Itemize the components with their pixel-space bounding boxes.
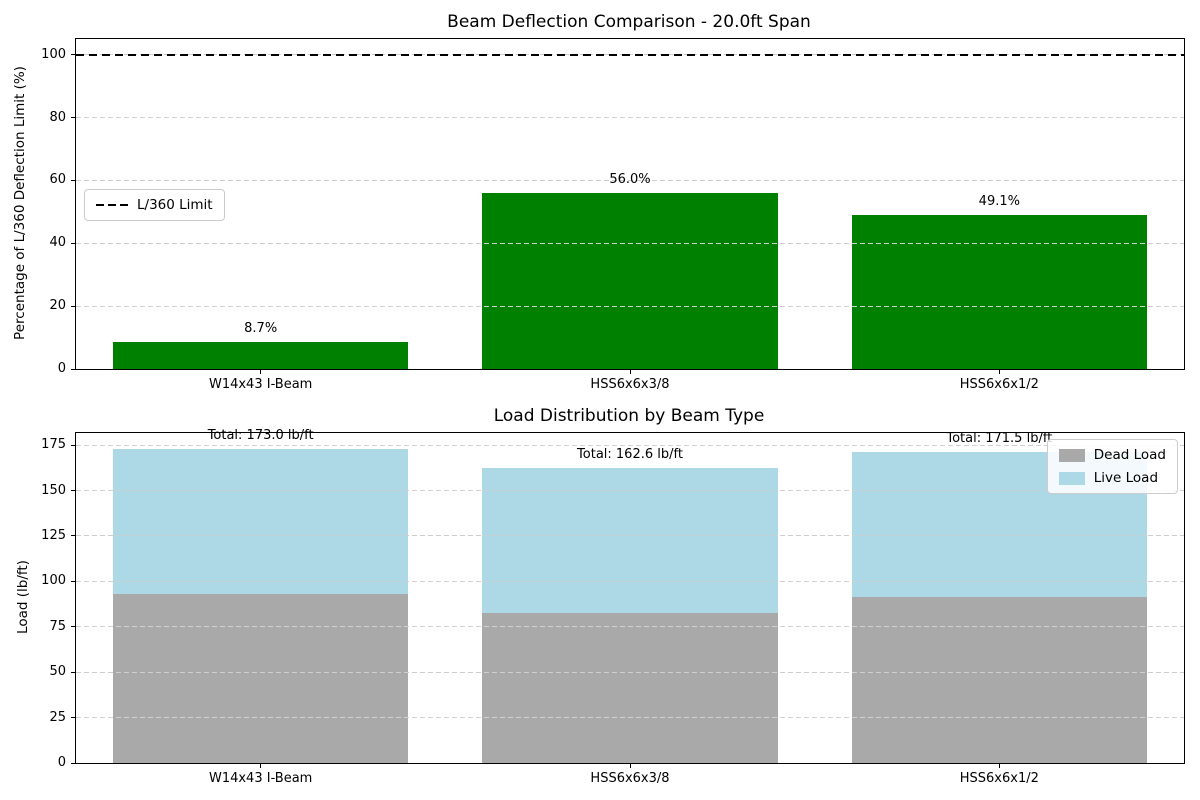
chart2-legend: Dead Load Live Load — [1046, 439, 1178, 494]
y-gridline — [76, 671, 1184, 673]
x-tick-mark — [998, 369, 1000, 374]
y-gridline — [76, 490, 1184, 492]
y-tick-mark — [71, 368, 76, 370]
bar-value-label: Total: 171.5 lb/ft — [946, 430, 1053, 446]
legend-entry-l360-limit: L/360 Limit — [96, 197, 213, 213]
deflection-bar — [112, 341, 409, 369]
y-gridline — [76, 580, 1184, 582]
bar-value-label: 56.0% — [609, 172, 651, 187]
y-tick-mark — [71, 444, 76, 446]
x-tick-label: HSS6x6x3/8 — [590, 771, 670, 786]
y-tick-mark — [71, 179, 76, 181]
y-gridline — [76, 626, 1184, 628]
y-gridline — [76, 444, 1184, 446]
bar-value-label: 49.1% — [978, 193, 1020, 209]
dead-load-legend-swatch-icon — [1058, 448, 1085, 462]
y-tick-label: 100 — [41, 46, 66, 62]
y-tick-mark — [71, 242, 76, 244]
x-tick-mark — [260, 369, 262, 374]
y-tick-label: 20 — [49, 298, 66, 314]
live-load-legend-swatch-icon — [1058, 471, 1085, 485]
y-tick-mark — [71, 305, 76, 307]
y-tick-label: 0 — [57, 361, 66, 376]
chart1-plot-area: L/360 Limit 0 20 40 60 80 100 W14x43 I-Beam 8.7… — [41, 38, 1185, 392]
x-tick-label: HSS6x6x1/2 — [959, 771, 1039, 786]
chart2-title: Load Distribution by Beam Type — [493, 406, 765, 426]
y-tick-mark — [71, 671, 76, 673]
y-tick-label: 80 — [49, 109, 66, 125]
x-tick-label: W14x43 I-Beam — [208, 377, 313, 392]
y-tick-mark — [71, 580, 76, 582]
dashed-line-legend-marker-icon — [96, 204, 128, 206]
stacked-bar-segment-live-load — [112, 448, 409, 595]
y-tick-mark — [71, 717, 76, 719]
y-tick-label: 175 — [41, 437, 66, 453]
y-tick-mark — [71, 535, 76, 537]
legend-label-l360-limit: L/360 Limit — [137, 197, 213, 213]
x-tick-mark — [629, 369, 631, 374]
y-tick-label: 50 — [49, 664, 66, 680]
x-tick-label: HSS6x6x3/8 — [590, 377, 670, 392]
x-tick-label: HSS6x6x1/2 — [959, 377, 1039, 392]
deflection-bar — [851, 214, 1148, 369]
x-tick-mark — [260, 763, 262, 768]
stacked-bar-segment-dead-load — [482, 612, 778, 763]
y-tick-mark — [71, 54, 76, 56]
stacked-bar-segment-dead-load — [112, 594, 409, 763]
y-gridline — [76, 717, 1184, 719]
y-tick-mark — [71, 762, 76, 764]
y-tick-label: 125 — [41, 527, 66, 543]
y-tick-label: 100 — [41, 573, 66, 589]
l360-limit-reference-line — [76, 53, 1184, 56]
y-tick-mark — [71, 490, 76, 492]
chart1-y-axis-label: Percentage of L/360 Deflection Limit (%) — [12, 66, 28, 340]
chart1-title: Beam Deflection Comparison - 20.0ft Span — [447, 12, 811, 32]
y-gridline — [76, 242, 1184, 244]
legend-label-dead-load: Dead Load — [1093, 447, 1166, 463]
y-tick-label: 0 — [57, 755, 66, 770]
y-tick-label: 25 — [49, 709, 66, 725]
x-tick-label: W14x43 I-Beam — [208, 771, 313, 786]
chart1-legend: L/360 Limit — [84, 189, 225, 221]
bar-value-label: Total: 173.0 lb/ft — [207, 427, 314, 443]
y-tick-label: 60 — [49, 172, 66, 188]
stacked-bar-segment-live-load — [482, 467, 778, 613]
bar-value-label: 8.7% — [244, 320, 278, 336]
y-gridline — [76, 179, 1184, 181]
y-tick-mark — [71, 626, 76, 628]
legend-entry-live-load: Live Load — [1058, 470, 1166, 486]
y-tick-label: 40 — [49, 235, 66, 251]
stacked-bar-segment-dead-load — [851, 596, 1148, 763]
y-tick-label: 75 — [49, 618, 66, 634]
legend-label-live-load: Live Load — [1093, 470, 1159, 486]
y-tick-label: 150 — [41, 482, 66, 498]
bar-value-label: Total: 162.6 lb/ft — [577, 446, 683, 462]
legend-entry-dead-load: Dead Load — [1058, 447, 1166, 463]
y-gridline — [76, 535, 1184, 537]
y-gridline — [76, 305, 1184, 307]
chart2-y-axis-label: Load (lb/ft) — [15, 560, 31, 634]
x-tick-mark — [629, 763, 631, 768]
y-gridline — [76, 117, 1184, 119]
chart2-plot-area: Dead Load Live Load 0 25 50 75 100 125 150 175 W… — [41, 428, 1185, 786]
deflection-bar — [482, 193, 778, 369]
x-tick-mark — [998, 763, 1000, 768]
y-tick-mark — [71, 117, 76, 119]
